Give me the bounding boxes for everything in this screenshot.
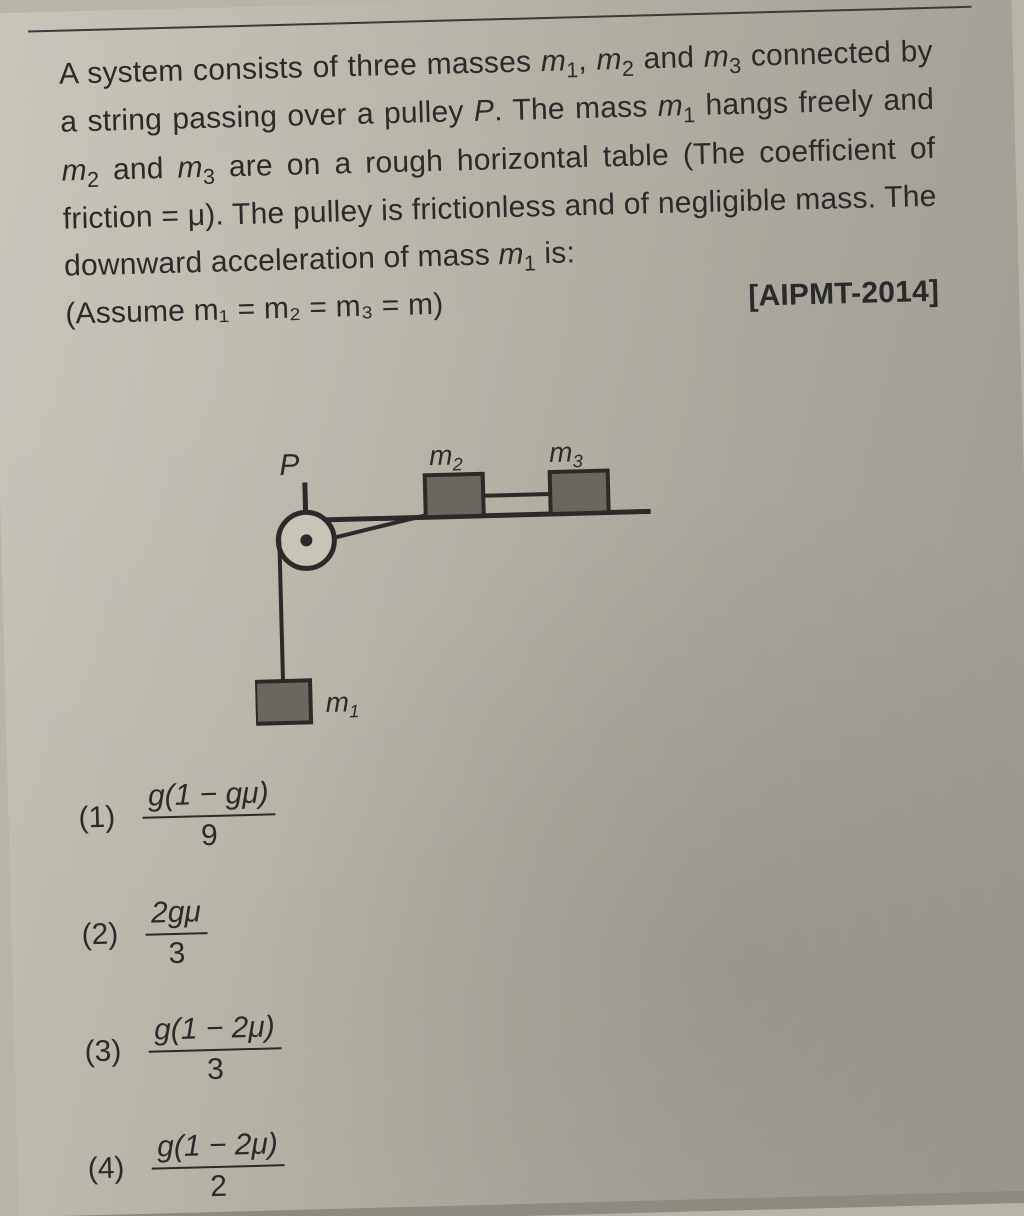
- option-3-frac: g(1 − 2μ) 3: [148, 1010, 283, 1088]
- option-1-num: (1): [78, 800, 143, 836]
- question-assume: (Assume m₁ = m₂ = m₃ = m): [65, 282, 444, 338]
- option-4-top: g(1 − 2μ): [151, 1127, 285, 1169]
- source-tag: [AIPMT-2014]: [748, 269, 940, 320]
- top-rule: [28, 6, 972, 33]
- string-vertical: [279, 543, 283, 681]
- figure-svg: P m2 m3 m1: [248, 421, 676, 732]
- figure: P m2 m3 m1: [248, 421, 676, 732]
- page: A system consists of three masses m1, m2…: [0, 0, 1024, 1216]
- option-2-bot: 3: [168, 934, 186, 971]
- option-2: (2) 2gμ 3: [81, 893, 280, 973]
- string-horizontal-b: [483, 494, 550, 496]
- option-4-num: (4): [87, 1151, 152, 1187]
- option-3-num: (3): [84, 1034, 149, 1070]
- label-p: P: [279, 449, 300, 483]
- option-3-bot: 3: [207, 1050, 225, 1087]
- label-m2: m2: [429, 439, 463, 475]
- option-2-frac: 2gμ 3: [145, 895, 209, 972]
- options: (1) g(1 − gμ) 9 (2) 2gμ 3 (3) g(1 − 2μ) …: [78, 776, 286, 1207]
- option-1-frac: g(1 − gμ) 9: [142, 776, 277, 854]
- option-2-top: 2gμ: [145, 895, 208, 935]
- option-3-top: g(1 − 2μ): [148, 1010, 282, 1052]
- question-body: A system consists of three masses m1, m2…: [58, 29, 938, 292]
- option-1: (1) g(1 − gμ) 9: [78, 776, 277, 856]
- label-m1: m1: [325, 686, 359, 722]
- option-1-bot: 9: [201, 816, 219, 853]
- option-3: (3) g(1 − 2μ) 3: [84, 1010, 283, 1090]
- block-m3: [550, 470, 609, 514]
- option-1-top: g(1 − gμ): [142, 776, 276, 818]
- label-m3: m3: [549, 436, 583, 472]
- block-m1: [255, 680, 311, 723]
- option-4-frac: g(1 − 2μ) 2: [151, 1127, 286, 1205]
- option-2-num: (2): [81, 917, 146, 953]
- block-m2: [425, 474, 484, 518]
- option-4-bot: 2: [210, 1167, 228, 1204]
- question-text: A system consists of three masses m1, m2…: [58, 29, 939, 339]
- option-4: (4) g(1 − 2μ) 2: [87, 1127, 286, 1207]
